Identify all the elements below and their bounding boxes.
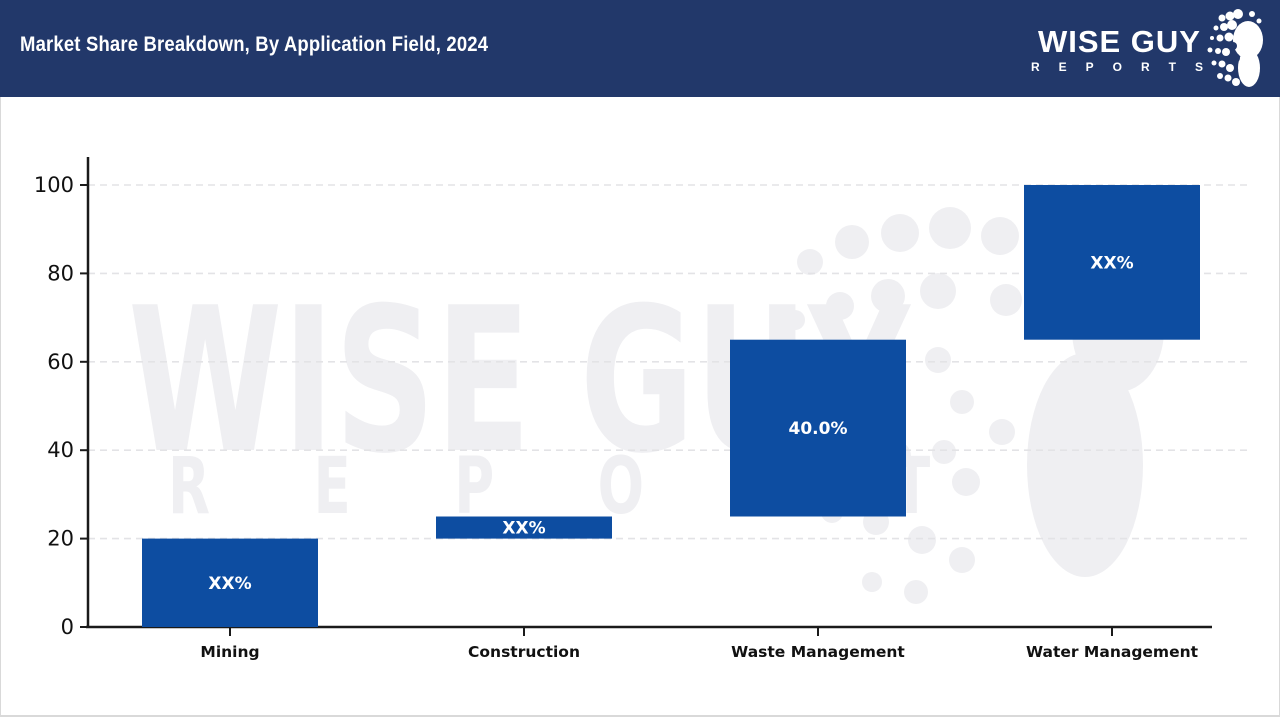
- logo-dot: [1225, 11, 1235, 21]
- logo-dot: [1224, 74, 1232, 82]
- logo-dot: [1213, 25, 1219, 31]
- y-tick-label: 40: [47, 438, 74, 462]
- logo-dot: [1222, 48, 1230, 56]
- logo-dot: [1220, 23, 1228, 31]
- logo-dot: [1249, 11, 1255, 17]
- logo-dot: [1211, 60, 1217, 66]
- logo-dot: [1227, 20, 1237, 30]
- x-category-label-waste-management: Waste Management: [731, 643, 905, 661]
- brand-logo: WISE GUY R E P O R T S: [1027, 8, 1264, 92]
- bar-mining: [142, 538, 318, 627]
- logo-dot: [1256, 18, 1262, 24]
- bar-label-construction: XX%: [502, 519, 545, 539]
- logo-dot: [1215, 48, 1221, 54]
- logo-dot: [1210, 36, 1214, 40]
- logo-dot: [1218, 60, 1226, 68]
- x-category-label-water-management: Water Management: [1026, 643, 1199, 661]
- logo-head-notch: [1230, 53, 1240, 63]
- y-tick-label: 80: [47, 261, 74, 285]
- logo-subtext: R E P O R T S: [1030, 60, 1212, 75]
- x-category-label-construction: Construction: [468, 643, 580, 661]
- header-banner: Market Share Breakdown, By Application F…: [0, 0, 1280, 97]
- logo-dot: [1216, 34, 1224, 42]
- bar-label-waste-management: 40.0%: [789, 419, 848, 439]
- y-tick-label: 60: [47, 350, 74, 374]
- y-tick-label: 100: [34, 173, 74, 197]
- logo-head-shape: [1233, 21, 1263, 59]
- bar-label-water-management: XX%: [1090, 253, 1133, 273]
- bar-construction: [436, 516, 612, 539]
- x-category-label-mining: Mining: [200, 643, 259, 661]
- logo-head-icon: [1207, 9, 1263, 87]
- y-tick-label: 20: [47, 527, 74, 551]
- logo-dot: [1232, 78, 1240, 86]
- logo-dot: [1224, 32, 1234, 42]
- logo-dot: [1218, 14, 1226, 22]
- logo-wordmark: WISE GUY: [1037, 23, 1201, 59]
- logo-dot: [1233, 9, 1243, 19]
- y-tick-label: 0: [61, 615, 74, 639]
- logo-dot: [1226, 64, 1234, 72]
- bar-label-mining: XX%: [208, 574, 251, 594]
- logo-head-notch: [1229, 42, 1237, 50]
- logo-dot: [1207, 47, 1213, 53]
- logo-head-shape: [1238, 49, 1260, 87]
- chart-title: Market Share Breakdown, By Application F…: [20, 33, 489, 56]
- logo-dot: [1217, 73, 1223, 79]
